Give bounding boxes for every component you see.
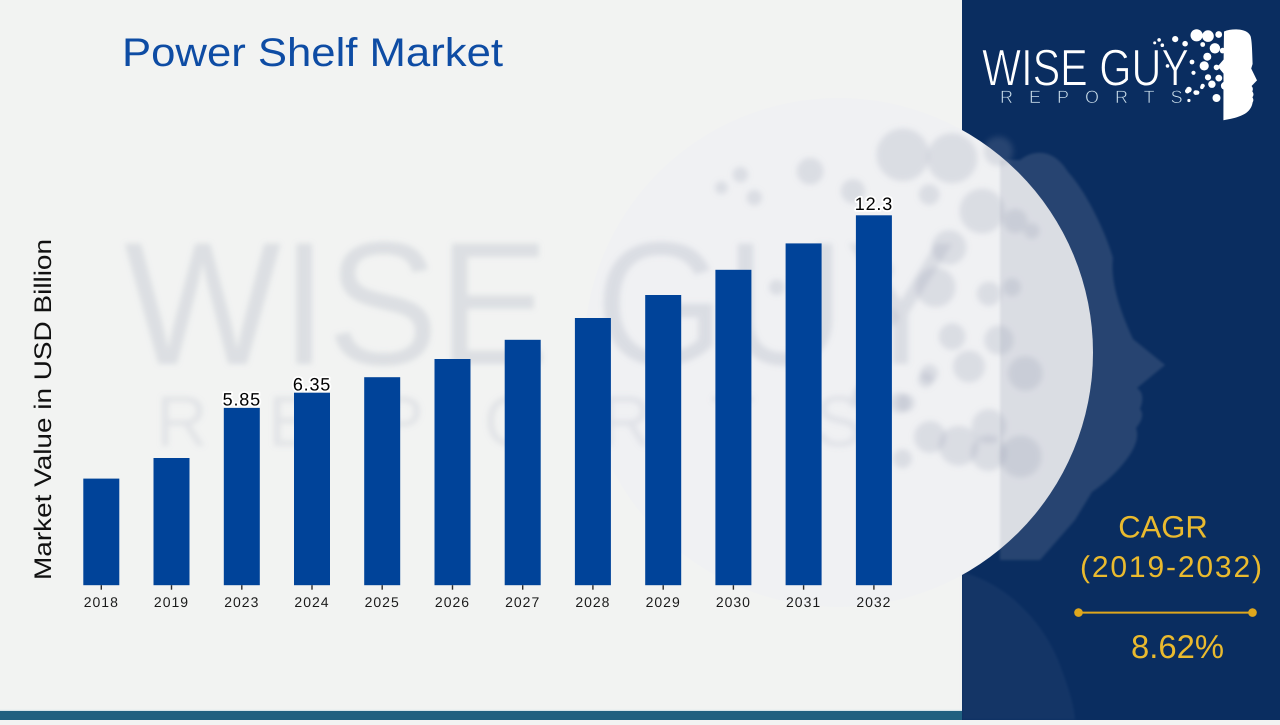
svg-text:2018: 2018 [84,594,119,610]
svg-text:2031: 2031 [786,594,821,610]
svg-text:CAGR: CAGR [1118,509,1208,544]
svg-text:2029: 2029 [646,594,681,610]
svg-text:8.62%: 8.62% [1131,628,1224,665]
svg-text:2028: 2028 [575,594,610,610]
svg-text:(2019-2032): (2019-2032) [1080,551,1262,584]
svg-text:2023: 2023 [224,594,259,610]
svg-text:WISE GUY: WISE GUY [982,40,1189,98]
svg-text:2030: 2030 [716,594,751,610]
svg-text:5.85: 5.85 [223,389,261,409]
svg-text:2027: 2027 [505,594,540,610]
svg-text:12.3: 12.3 [855,194,893,214]
svg-text:Power Shelf Market: Power Shelf Market [122,31,503,75]
svg-text:2025: 2025 [365,594,400,610]
svg-text:REPORTS: REPORTS [1000,87,1199,107]
svg-text:Market Value in USD Billion: Market Value in USD Billion [30,239,57,580]
svg-text:6.35: 6.35 [293,374,331,394]
svg-text:2032: 2032 [856,594,891,610]
svg-text:2024: 2024 [294,594,329,610]
svg-text:2019: 2019 [154,594,189,610]
svg-text:2026: 2026 [435,594,470,610]
